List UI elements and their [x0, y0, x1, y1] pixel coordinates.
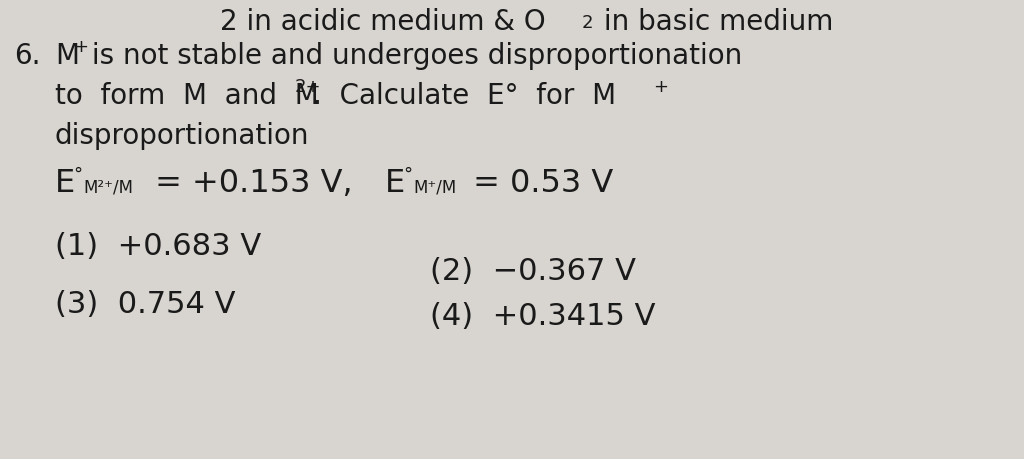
- Text: M: M: [55, 42, 79, 70]
- Text: M⁺/M: M⁺/M: [413, 178, 457, 196]
- Text: (2)  −0.367 V: (2) −0.367 V: [430, 257, 636, 286]
- Text: E: E: [55, 168, 75, 199]
- Text: 6.: 6.: [14, 42, 41, 70]
- Text: +: +: [73, 38, 88, 56]
- Text: in basic medium: in basic medium: [595, 8, 834, 36]
- Text: is not stable and undergoes disproportionation: is not stable and undergoes disproportio…: [83, 42, 742, 70]
- Text: to  form  M  and  M: to form M and M: [55, 82, 318, 110]
- Text: (1)  +0.683 V: (1) +0.683 V: [55, 232, 261, 261]
- Text: = +0.153 V,: = +0.153 V,: [145, 168, 352, 199]
- Text: 2+: 2+: [295, 78, 322, 96]
- Text: +: +: [653, 78, 668, 96]
- Text: 2: 2: [582, 14, 594, 32]
- Text: (4)  +0.3415 V: (4) +0.3415 V: [430, 302, 655, 331]
- Text: E: E: [385, 168, 406, 199]
- Text: .  Calculate  E°  for  M: . Calculate E° for M: [313, 82, 616, 110]
- Text: = 0.53 V: = 0.53 V: [463, 168, 613, 199]
- Text: (3)  0.754 V: (3) 0.754 V: [55, 290, 236, 319]
- Text: disproportionation: disproportionation: [55, 122, 309, 150]
- Text: 2 in acidic medium & O: 2 in acidic medium & O: [220, 8, 546, 36]
- Text: M²⁺/M: M²⁺/M: [83, 178, 133, 196]
- Text: °: °: [73, 166, 82, 184]
- Text: °: °: [403, 166, 412, 184]
